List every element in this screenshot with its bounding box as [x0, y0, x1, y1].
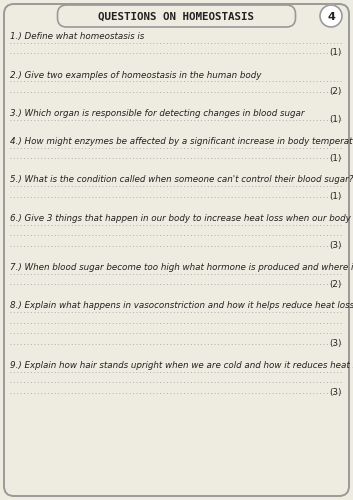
Text: (1): (1): [330, 48, 342, 58]
Text: (1): (1): [330, 192, 342, 201]
Text: 9.) Explain how hair stands upright when we are cold and how it reduces heat los: 9.) Explain how hair stands upright when…: [10, 361, 353, 370]
Text: 4.) How might enzymes be affected by a significant increase in body temperature?: 4.) How might enzymes be affected by a s…: [10, 137, 353, 146]
Text: (3): (3): [329, 339, 342, 348]
Text: (2): (2): [330, 87, 342, 96]
Text: 1.) Define what homeostasis is: 1.) Define what homeostasis is: [10, 32, 144, 41]
Text: QUESTIONS ON HOMEOSTASIS: QUESTIONS ON HOMEOSTASIS: [98, 12, 255, 22]
Text: 8.) Explain what happens in vasoconstriction and how it helps reduce heat loss: 8.) Explain what happens in vasoconstric…: [10, 302, 353, 310]
Text: (2): (2): [330, 280, 342, 288]
FancyBboxPatch shape: [4, 4, 349, 496]
FancyBboxPatch shape: [58, 5, 295, 27]
Text: (1): (1): [330, 115, 342, 124]
Text: 3.) Which organ is responsible for detecting changes in blood sugar: 3.) Which organ is responsible for detec…: [10, 109, 305, 118]
Text: (1): (1): [330, 154, 342, 162]
Text: (3): (3): [329, 388, 342, 397]
Text: (3): (3): [329, 241, 342, 250]
Text: 6.) Give 3 things that happen in our body to increase heat loss when our body te: 6.) Give 3 things that happen in our bod…: [10, 214, 353, 223]
Circle shape: [320, 5, 342, 27]
Text: 2.) Give two examples of homeostasis in the human body: 2.) Give two examples of homeostasis in …: [10, 70, 261, 80]
Text: 4: 4: [327, 12, 335, 22]
Text: 5.) What is the condition called when someone can't control their blood sugar?: 5.) What is the condition called when so…: [10, 176, 353, 184]
Text: 7.) When blood sugar become too high what hormone is produced and where is it ma: 7.) When blood sugar become too high wha…: [10, 263, 353, 272]
